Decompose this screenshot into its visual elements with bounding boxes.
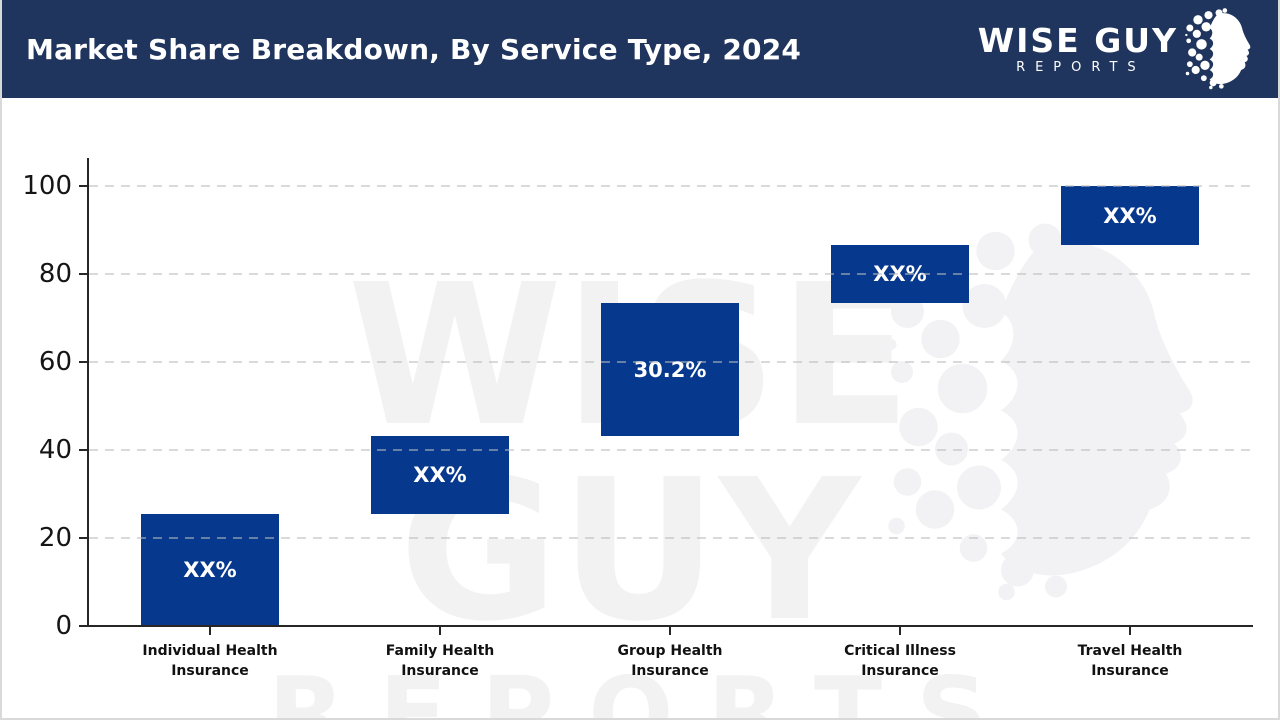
x-tick-mark xyxy=(439,627,441,635)
y-axis-line xyxy=(87,158,89,627)
bar-value-label: XX% xyxy=(413,463,467,488)
wise-guy-reports-logo: WISE GUY REPORTS xyxy=(978,8,1254,90)
gridline-y-80 xyxy=(89,273,1252,275)
gridline-y-60 xyxy=(89,361,1252,363)
logo-wordmark-line2: REPORTS xyxy=(1016,60,1146,75)
header: Market Share Breakdown, By Service Type,… xyxy=(0,0,1280,98)
y-tick-mark xyxy=(79,537,87,539)
logo-wordmark-line1: WISE GUY xyxy=(977,21,1178,60)
y-tick-mark xyxy=(79,273,87,275)
y-tick-label: 0 xyxy=(55,611,72,641)
face-profile-logo-icon xyxy=(1184,8,1254,90)
x-category-label: Group Health Insurance xyxy=(617,643,723,680)
x-tick-mark xyxy=(209,627,211,635)
bar-segment: 30.2% xyxy=(601,303,739,437)
x-category-label: Family Health Insurance xyxy=(385,643,495,680)
y-tick-mark xyxy=(79,449,87,451)
y-tick-label: 80 xyxy=(38,259,72,289)
x-category-label: Individual Health Insurance xyxy=(142,643,278,680)
y-tick-label: 100 xyxy=(22,171,72,201)
x-category-label: Critical Illness Insurance xyxy=(844,643,956,680)
x-tick-mark xyxy=(899,627,901,635)
bar-segment: XX% xyxy=(1061,186,1199,246)
x-axis-line xyxy=(87,625,1253,627)
bar-value-label: XX% xyxy=(183,558,237,583)
bar-value-label: XX% xyxy=(1103,203,1157,228)
watermark-subtitle: REPORTS xyxy=(267,655,1023,720)
bar-segment: XX% xyxy=(141,514,279,626)
y-tick-mark xyxy=(79,625,87,627)
x-category-label: Travel Health Insurance xyxy=(1077,643,1183,680)
gridline-y-20 xyxy=(89,537,1252,539)
y-tick-label: 20 xyxy=(38,523,72,553)
gridline-y-40 xyxy=(89,449,1252,451)
y-tick-mark xyxy=(79,185,87,187)
gridline-y-100 xyxy=(89,185,1252,187)
x-tick-mark xyxy=(1129,627,1131,635)
y-tick-label: 60 xyxy=(38,347,72,377)
x-tick-mark xyxy=(669,627,671,635)
y-tick-mark xyxy=(79,361,87,363)
logo-wordmark: WISE GUY REPORTS xyxy=(978,24,1178,74)
page-title: Market Share Breakdown, By Service Type,… xyxy=(26,32,802,66)
y-tick-label: 40 xyxy=(38,435,72,465)
